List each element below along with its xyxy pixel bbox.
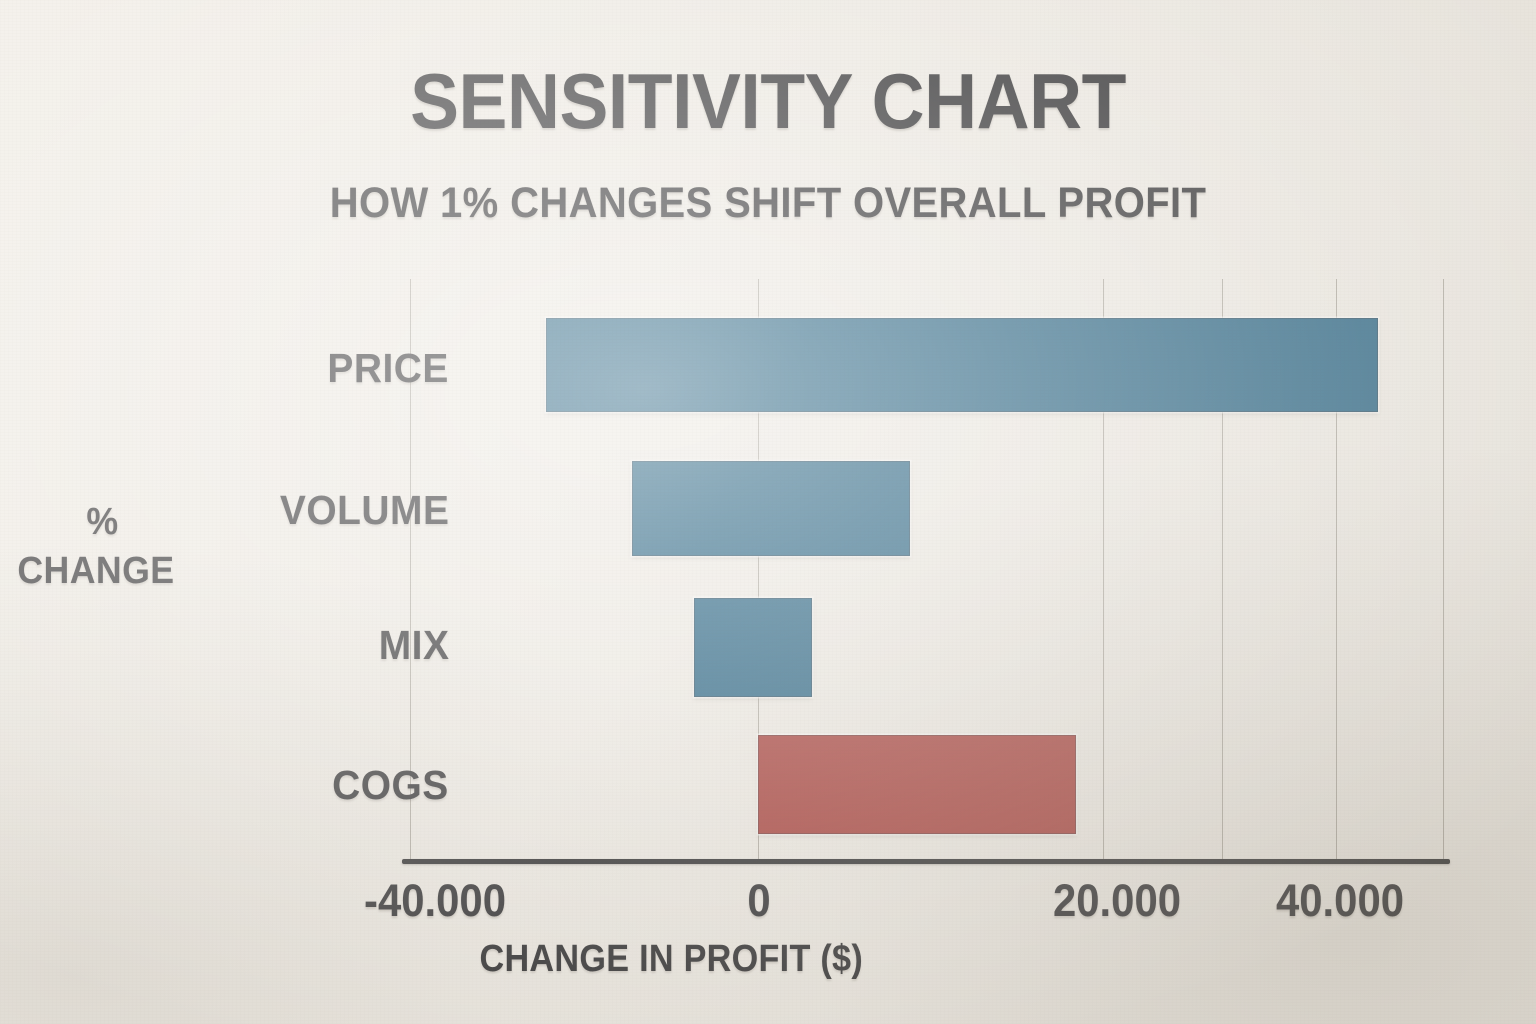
plot-area	[410, 279, 1444, 862]
gridline-5	[1443, 279, 1444, 862]
category-label-volume: VOLUME	[279, 487, 449, 533]
x-tick-label-2: 20.000	[1052, 875, 1182, 926]
x-axis-line	[402, 859, 1450, 864]
category-label-price: PRICE	[327, 345, 449, 391]
x-tick-label-3: 40.000	[1275, 875, 1405, 926]
bar-mix[interactable]	[694, 598, 812, 697]
category-label-mix: MIX	[378, 622, 449, 668]
bar-volume[interactable]	[632, 461, 910, 556]
category-label-cogs: COGS	[332, 762, 449, 808]
x-axis-title: CHANGE IN PROFIT ($)	[77, 938, 1459, 981]
y-axis-title-line-2: CHANGE	[17, 549, 175, 592]
y-axis-title: % CHANGE	[6, 498, 199, 595]
x-axis-title-text: CHANGE IN PROFIT ($)	[479, 938, 864, 980]
x-tick-label-0: -40.000	[364, 875, 506, 926]
x-tick-label-1: 0	[747, 875, 771, 926]
chart-subtitle: HOW 1% CHANGES SHIFT OVERALL PROFIT	[329, 179, 1207, 227]
y-axis-title-line-1: %	[86, 501, 119, 543]
bar-price[interactable]	[546, 318, 1378, 412]
bar-cogs[interactable]	[758, 735, 1076, 834]
page-title: SENSITIVITY CHART	[410, 57, 1126, 145]
